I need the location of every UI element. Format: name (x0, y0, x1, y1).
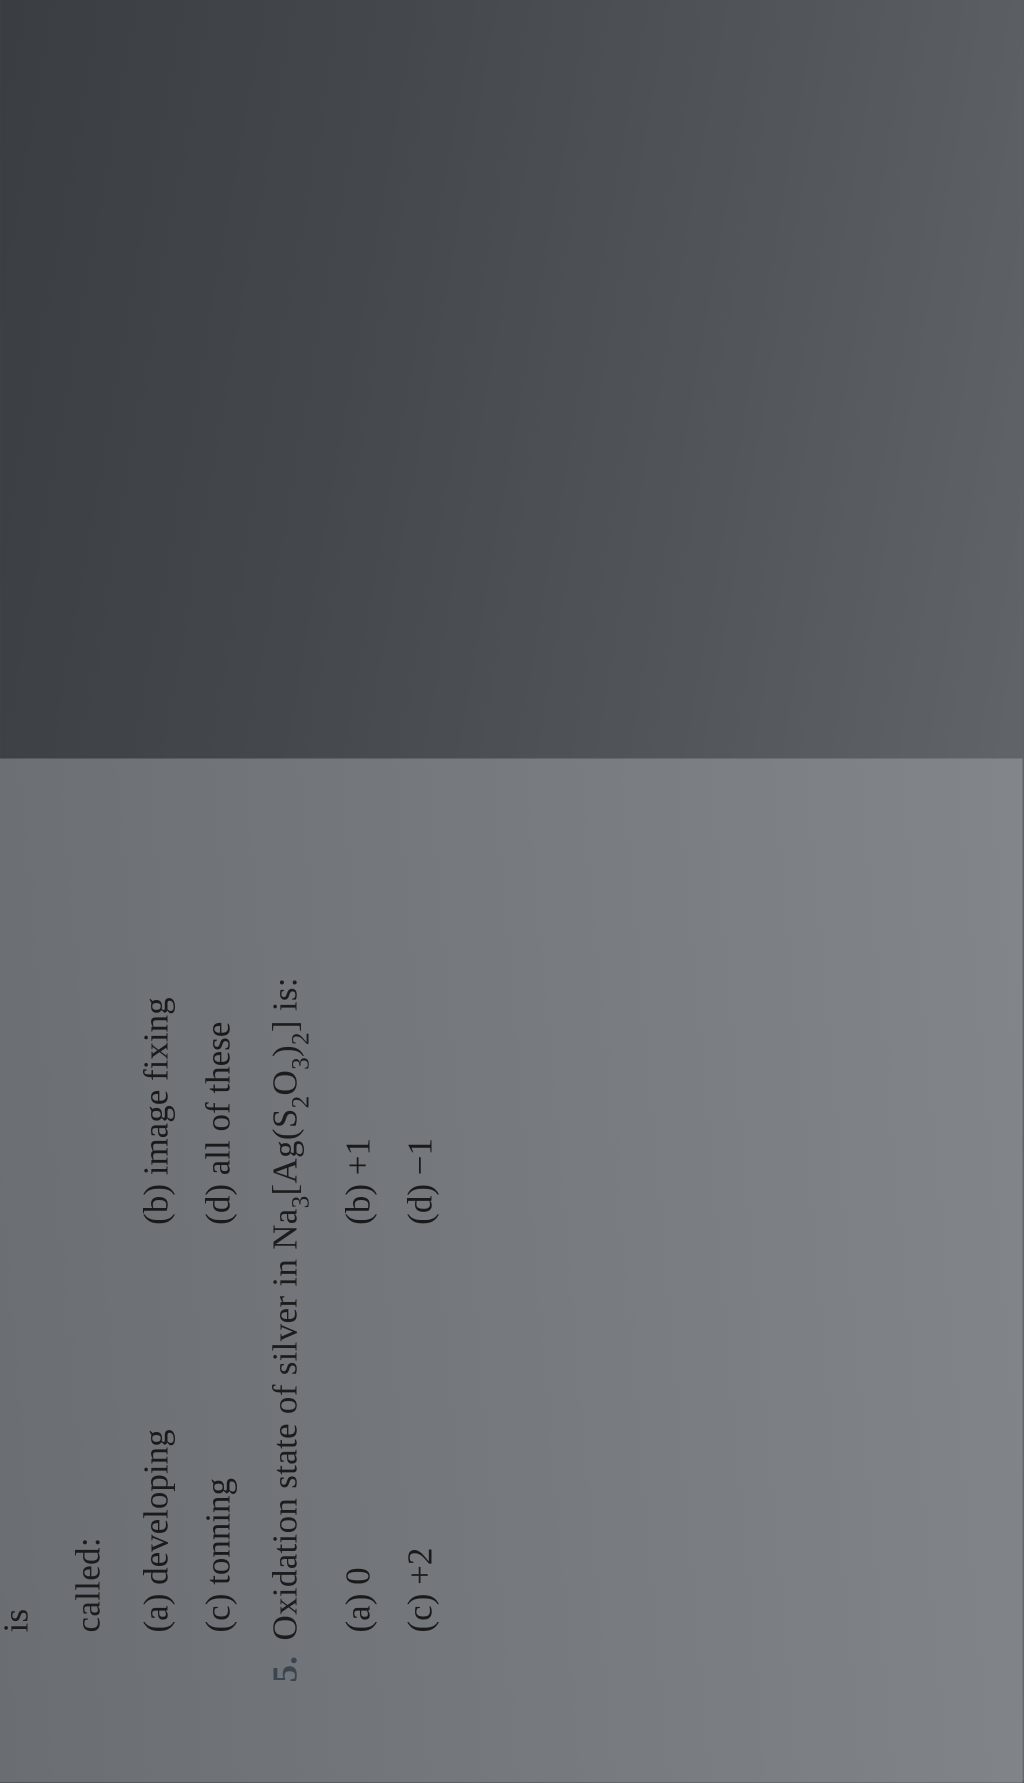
question-4-line2: called: (64, 849, 115, 1633)
q5-option-b: (b) +1 (338, 849, 378, 1225)
q4-option-d: (d) all of these (199, 849, 239, 1225)
q4-option-b: (b) image fixing (137, 849, 177, 1225)
q4-options-row1: (a) developing (b) image fixing (137, 849, 177, 1633)
q5-options-row1: (a) 0 (b) +1 (338, 849, 378, 1633)
textbook-page: (c) Cl2(g) + S2O32− ⟶ SO42− + S + Cl− (d… (0, 759, 1023, 1783)
q5-option-d: (d) −1 (400, 849, 440, 1225)
q4-option-c: (c) tonning (199, 1225, 239, 1633)
q5-option-c: (c) +2 (400, 1225, 440, 1633)
q5-options-row2: (c) +2 (d) −1 (400, 849, 440, 1633)
q4-options-row2: (c) tonning (d) all of these (199, 849, 239, 1633)
question-number: 5. (261, 1641, 312, 1683)
question-4-line1: 4.The process of photography, in which N… (0, 849, 42, 1633)
question-5: 5.Oxidation state of silver in Na3[Ag(S2… (261, 849, 317, 1633)
q4-option-a: (a) developing (137, 1225, 177, 1633)
q5-option-a: (a) 0 (338, 1225, 378, 1633)
